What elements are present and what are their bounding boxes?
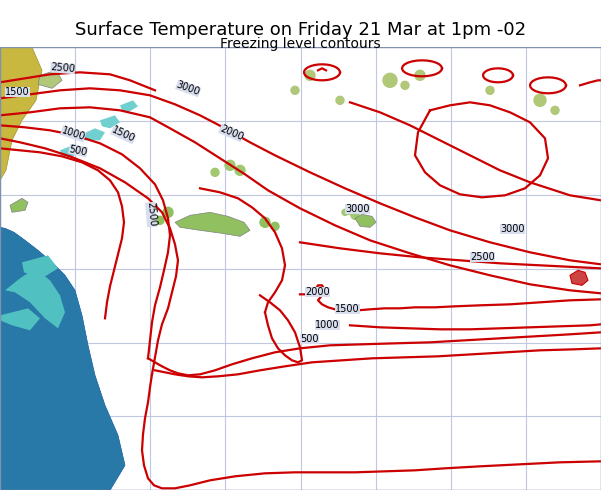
Circle shape [415,70,425,81]
Text: 500: 500 [300,334,319,344]
Polygon shape [355,215,376,227]
Circle shape [551,107,559,114]
Circle shape [346,206,354,215]
Text: 500: 500 [68,144,88,157]
Circle shape [163,207,173,218]
Polygon shape [80,128,105,140]
Text: Freezing level contours: Freezing level contours [220,37,381,51]
Text: 1500: 1500 [110,125,136,144]
Polygon shape [10,198,28,212]
Circle shape [225,161,235,170]
Circle shape [342,209,348,216]
Text: 2500: 2500 [50,62,76,74]
Polygon shape [100,115,120,128]
Text: 1500: 1500 [5,87,29,97]
Text: 3000: 3000 [345,204,370,215]
Circle shape [211,168,219,176]
Text: 1000: 1000 [315,320,340,330]
Text: 3000: 3000 [175,80,201,97]
Polygon shape [0,227,125,491]
Circle shape [291,86,299,94]
Circle shape [271,222,279,230]
Text: 1500: 1500 [335,304,359,314]
Circle shape [351,211,359,219]
Polygon shape [22,255,58,278]
Polygon shape [5,268,65,328]
Text: 2500: 2500 [470,252,495,262]
Text: 1000: 1000 [60,125,87,142]
Polygon shape [175,212,250,236]
Polygon shape [0,308,40,330]
Text: Surface Temperature on Friday 21 Mar at 1pm -02: Surface Temperature on Friday 21 Mar at … [75,21,526,39]
Circle shape [336,96,344,104]
Text: 2500: 2500 [145,202,157,227]
Circle shape [260,218,270,227]
Text: 3000: 3000 [500,224,525,234]
Circle shape [156,217,164,224]
Circle shape [401,82,409,89]
Polygon shape [570,271,588,285]
Polygon shape [60,144,80,157]
Circle shape [486,86,494,94]
Circle shape [235,165,245,175]
Text: 2000: 2000 [305,287,329,298]
Polygon shape [38,70,62,88]
Polygon shape [120,100,138,112]
Circle shape [383,73,397,87]
Polygon shape [0,47,42,180]
Polygon shape [0,227,125,491]
Text: 2000: 2000 [218,124,245,142]
Circle shape [534,94,546,107]
Circle shape [305,70,315,81]
